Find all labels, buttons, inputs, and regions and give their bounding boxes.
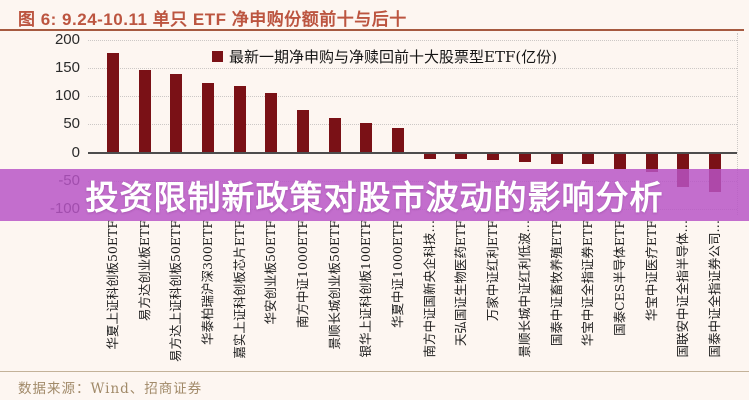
x-axis-line (88, 152, 737, 154)
y-tick-label-50: 50 (63, 115, 80, 133)
x-axis-label: 华宝中证全指证券ETF (580, 220, 596, 347)
plot-right-border (737, 33, 738, 215)
bar (297, 110, 310, 152)
x-axis-label: 天弘国证生物医药ETF (453, 220, 469, 347)
x-axis-label: 易方达创业板ETF (136, 220, 152, 322)
gridline-150 (88, 68, 737, 70)
x-axis-label: 南方中证国新央企科技… (421, 220, 437, 358)
bar (613, 154, 626, 170)
x-axis-label: 景顺长城中证红利低波… (516, 220, 532, 358)
figure-title: 图 6: 9.24-10.11 单只 ETF 净申购份额前十与后十 (18, 10, 407, 29)
x-axis-label: 银华上证科创板100ETF (358, 220, 374, 358)
gridline-50 (88, 124, 737, 126)
x-axis-label: 华夏上证科创板50ETF (105, 220, 120, 350)
bar (233, 85, 246, 152)
x-axis-label: 易方达上证科创板50ETF (168, 220, 184, 363)
x-axis-label: 嘉实上证科创板芯片ETF (231, 220, 247, 359)
title-underline (0, 29, 744, 31)
bar (107, 53, 119, 152)
x-axis-label: 华宝中证医疗ETF (643, 220, 659, 322)
x-axis-label: 国泰中证畜牧养殖ETF (548, 220, 564, 347)
bar (423, 154, 436, 159)
y-tick-label-200: 200 (54, 31, 80, 48)
bar (550, 154, 563, 165)
x-axis-label: 国泰中证全指证券公司… (706, 220, 722, 358)
x-axis-label: 万家中证红利ETF (485, 220, 501, 322)
x-axis-label: 景顺长城创业板50ETF (326, 220, 342, 350)
footer-divider (0, 371, 749, 372)
bar (170, 73, 183, 152)
x-axis-label: 南方中证1000ETF (295, 220, 311, 328)
bar (392, 127, 405, 152)
gridline-200 (88, 40, 737, 41)
bar (487, 154, 500, 160)
bar (582, 154, 595, 165)
bar (518, 154, 531, 162)
x-axis-label: 国联安中证全指半导体… (675, 220, 691, 358)
bar (645, 154, 658, 172)
overlay-banner: 投资限制新政策对股市波动的影响分析 (0, 169, 749, 221)
x-axis-label: 华安创业板50ETF (263, 220, 279, 325)
bar (138, 69, 151, 152)
bar (360, 122, 373, 152)
gridline-100 (88, 96, 737, 98)
bar (455, 154, 468, 160)
x-axis-label: 华泰柏瑞沪深300ETF (200, 220, 216, 345)
bar (265, 92, 278, 152)
legend-label: 最新一期净申购与净赎回前十大股票型ETF(亿份) (229, 47, 558, 66)
y-tick-label-0: 0 (71, 143, 80, 161)
y-tick-label-100: 100 (54, 87, 80, 105)
legend-marker-icon (212, 50, 223, 62)
overlay-text: 投资限制新政策对股市波动的影响分析 (85, 179, 664, 216)
x-axis-label: 国泰CES半导体ETF (611, 220, 627, 336)
chart-legend: 最新一期净申购与净赎回前十大股票型ETF(亿份) (212, 47, 558, 66)
y-tick-label-150: 150 (54, 59, 80, 77)
bar (202, 82, 215, 152)
x-axis-label: 华夏中证1000ETF (390, 220, 406, 328)
bar (328, 117, 341, 152)
data-source: 数据来源：Wind、招商证券 (18, 381, 203, 397)
